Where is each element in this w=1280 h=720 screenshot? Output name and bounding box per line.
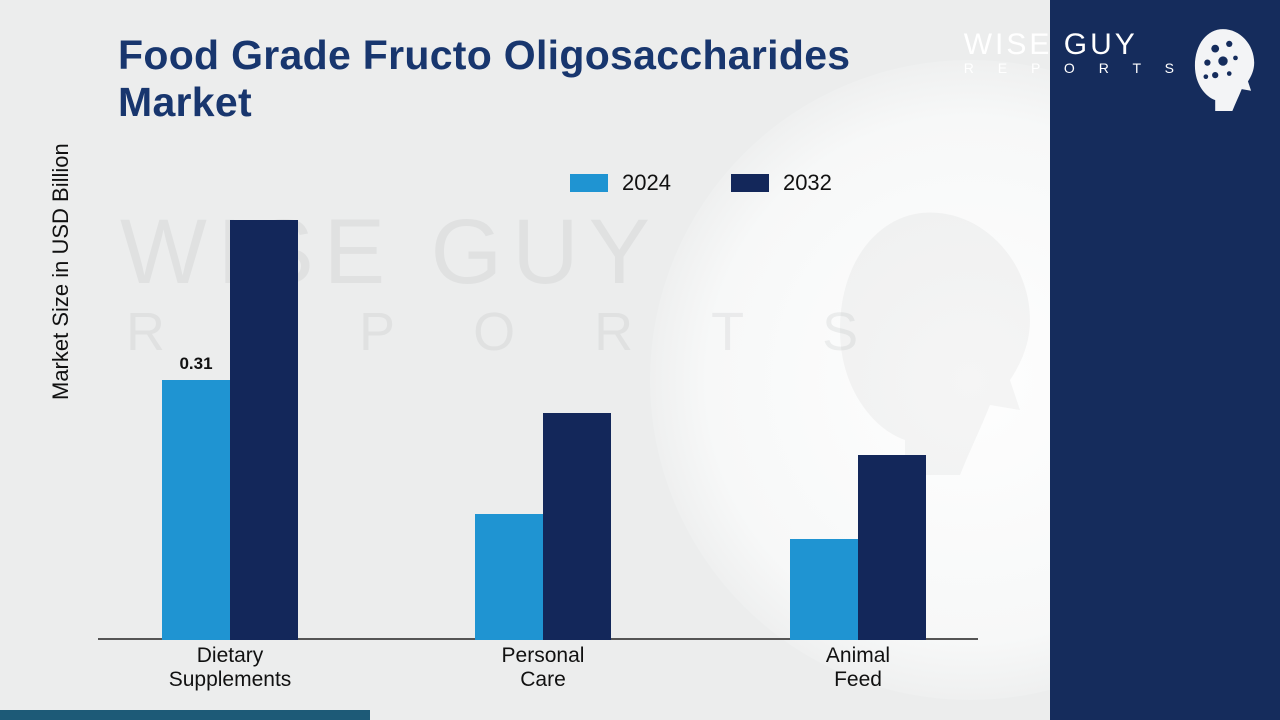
logo-line2: R E P O R T S <box>964 60 1184 76</box>
category-label: DietarySupplements <box>130 644 330 692</box>
chart-title: Food Grade Fructo Oligosaccharides Marke… <box>118 32 878 126</box>
bar <box>230 220 298 640</box>
bar <box>543 413 611 640</box>
legend-item-2024: 2024 <box>570 170 671 196</box>
legend-label-2032: 2032 <box>783 170 832 196</box>
legend-label-2024: 2024 <box>622 170 671 196</box>
bar <box>858 455 926 640</box>
category-label: AnimalFeed <box>758 644 958 692</box>
category-label: PersonalCare <box>443 644 643 692</box>
bar <box>475 514 543 640</box>
bar <box>162 380 230 640</box>
y-axis-label: Market Size in USD Billion <box>48 143 74 400</box>
logo: WISE GUY R E P O R T S <box>964 28 1184 76</box>
legend-item-2032: 2032 <box>731 170 832 196</box>
logo-line1: WISE GUY <box>964 28 1184 62</box>
bar <box>790 539 858 640</box>
canvas: WISE GUY R E P O R T S Food Grade Fructo… <box>0 0 1280 720</box>
bottom-strip <box>0 710 370 720</box>
legend-swatch-2024 <box>570 174 608 192</box>
logo-head-icon <box>1184 24 1262 120</box>
bar-value-label: 0.31 <box>162 354 230 374</box>
plot-area: 0.31DietarySupplementsPersonalCareAnimal… <box>98 220 978 640</box>
legend-swatch-2032 <box>731 174 769 192</box>
legend: 2024 2032 <box>570 170 832 196</box>
